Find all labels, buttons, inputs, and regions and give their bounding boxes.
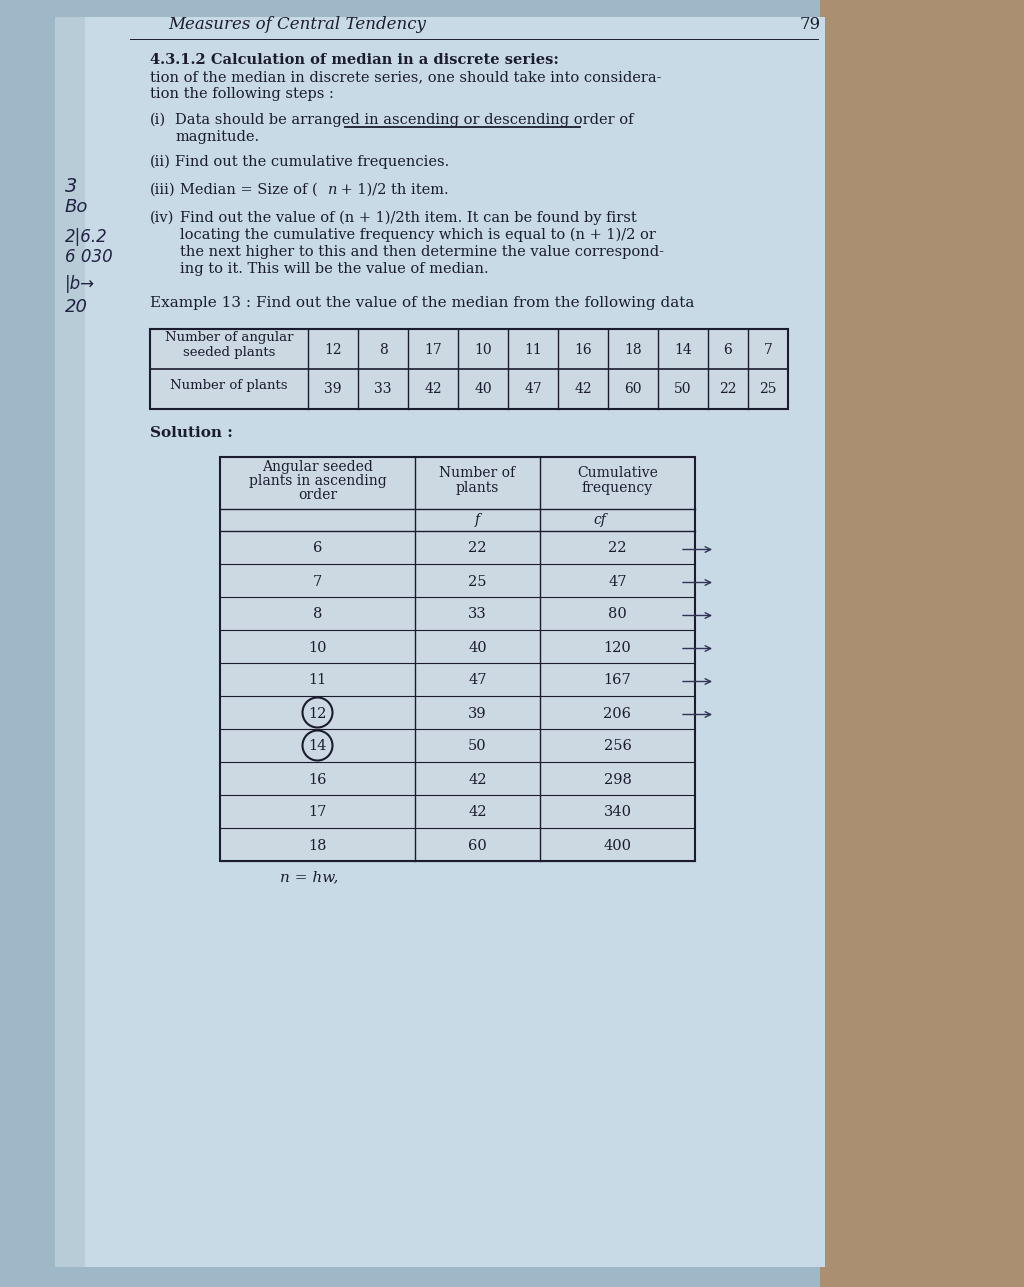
- Text: 10: 10: [474, 344, 492, 356]
- Text: Number of plants: Number of plants: [170, 378, 288, 393]
- Text: 298: 298: [603, 772, 632, 786]
- Text: Example 13 : Find out the value of the median from the following data: Example 13 : Find out the value of the m…: [150, 296, 694, 310]
- Text: 11: 11: [308, 673, 327, 687]
- Text: 16: 16: [308, 772, 327, 786]
- Text: 4.3.1.2 Calculation of median in a discrete series:: 4.3.1.2 Calculation of median in a discr…: [150, 53, 559, 67]
- Bar: [820, 0, 1024, 1287]
- Bar: [55, 17, 85, 1266]
- Bar: [55, 17, 825, 1266]
- Text: 18: 18: [308, 839, 327, 852]
- Text: 60: 60: [625, 382, 642, 396]
- Text: 14: 14: [308, 740, 327, 753]
- Text: 39: 39: [468, 707, 486, 721]
- Text: 25: 25: [468, 574, 486, 588]
- Text: 120: 120: [603, 641, 632, 655]
- Text: 12: 12: [325, 344, 342, 356]
- Text: |b→: |b→: [65, 275, 95, 293]
- Text: (iv): (iv): [150, 211, 174, 225]
- Text: 8: 8: [312, 607, 323, 622]
- Text: 42: 42: [468, 806, 486, 820]
- Text: 47: 47: [524, 382, 542, 396]
- Text: 47: 47: [608, 574, 627, 588]
- Text: 42: 42: [424, 382, 441, 396]
- Text: plants in ascending: plants in ascending: [249, 474, 386, 488]
- Text: Bo: Bo: [65, 198, 88, 216]
- Text: 79: 79: [800, 15, 821, 33]
- Text: 10: 10: [308, 641, 327, 655]
- Text: 17: 17: [308, 806, 327, 820]
- Text: (ii): (ii): [150, 154, 171, 169]
- Text: Find out the value of (n + 1)/2th item. It can be found by first: Find out the value of (n + 1)/2th item. …: [180, 211, 637, 225]
- Text: Measures of Central Tendency: Measures of Central Tendency: [168, 15, 426, 33]
- Text: seeded plants: seeded plants: [183, 346, 275, 359]
- Text: 33: 33: [374, 382, 392, 396]
- Text: 42: 42: [468, 772, 486, 786]
- Text: Number of: Number of: [439, 466, 515, 480]
- Text: tion of the median in discrete series, one should take into considera-: tion of the median in discrete series, o…: [150, 69, 662, 84]
- Text: n = hw,: n = hw,: [280, 870, 338, 884]
- Text: 80: 80: [608, 607, 627, 622]
- Text: 50: 50: [468, 740, 486, 753]
- Text: 22: 22: [468, 542, 486, 556]
- Text: 206: 206: [603, 707, 632, 721]
- Text: locating the cumulative frequency which is equal to (n + 1)/2 or: locating the cumulative frequency which …: [180, 228, 656, 242]
- Text: plants: plants: [456, 481, 499, 495]
- Text: f: f: [475, 514, 480, 526]
- Text: 16: 16: [574, 344, 592, 356]
- Text: 22: 22: [608, 542, 627, 556]
- Text: Median = Size of (: Median = Size of (: [180, 183, 317, 197]
- Text: 7: 7: [764, 344, 772, 356]
- Text: 167: 167: [603, 673, 632, 687]
- Text: ing to it. This will be the value of median.: ing to it. This will be the value of med…: [180, 263, 488, 275]
- Text: Data should be arranged in ascending or descending order of: Data should be arranged in ascending or …: [175, 113, 634, 127]
- Text: order: order: [298, 488, 337, 502]
- Bar: [150, 329, 788, 409]
- Text: (i): (i): [150, 113, 166, 127]
- Text: 40: 40: [468, 641, 486, 655]
- Text: 2|6.2: 2|6.2: [65, 228, 108, 246]
- Text: 47: 47: [468, 673, 486, 687]
- Text: 256: 256: [603, 740, 632, 753]
- Text: Find out the cumulative frequencies.: Find out the cumulative frequencies.: [175, 154, 450, 169]
- Text: 39: 39: [325, 382, 342, 396]
- Text: 17: 17: [424, 344, 442, 356]
- Text: Angular seeded: Angular seeded: [262, 459, 373, 474]
- Text: 6 030: 6 030: [65, 248, 113, 266]
- Text: (iii): (iii): [150, 183, 176, 197]
- Text: 340: 340: [603, 806, 632, 820]
- Text: 20: 20: [65, 299, 88, 317]
- Text: Solution :: Solution :: [150, 426, 232, 440]
- Text: 18: 18: [625, 344, 642, 356]
- Text: 6: 6: [312, 542, 323, 556]
- Text: 400: 400: [603, 839, 632, 852]
- Text: the next higher to this and then determine the value correspond-: the next higher to this and then determi…: [180, 245, 664, 259]
- Text: 42: 42: [574, 382, 592, 396]
- Text: 3: 3: [65, 178, 78, 196]
- Text: 11: 11: [524, 344, 542, 356]
- Text: 7: 7: [313, 574, 323, 588]
- Text: 6: 6: [724, 344, 732, 356]
- Text: 12: 12: [308, 707, 327, 721]
- Text: + 1)/2 th item.: + 1)/2 th item.: [336, 183, 449, 197]
- Text: 22: 22: [719, 382, 736, 396]
- Text: 33: 33: [468, 607, 486, 622]
- Text: n: n: [328, 183, 337, 197]
- Text: 8: 8: [379, 344, 387, 356]
- Text: 50: 50: [674, 382, 692, 396]
- Text: magnitude.: magnitude.: [175, 130, 259, 144]
- Text: frequency: frequency: [582, 481, 653, 495]
- Text: 14: 14: [674, 344, 692, 356]
- Text: 25: 25: [759, 382, 777, 396]
- Text: Number of angular: Number of angular: [165, 331, 293, 344]
- Bar: [220, 457, 695, 861]
- Text: tion the following steps :: tion the following steps :: [150, 88, 334, 100]
- Text: Cumulative: Cumulative: [578, 466, 658, 480]
- Text: cf: cf: [593, 514, 606, 526]
- Text: 40: 40: [474, 382, 492, 396]
- Text: 60: 60: [468, 839, 486, 852]
